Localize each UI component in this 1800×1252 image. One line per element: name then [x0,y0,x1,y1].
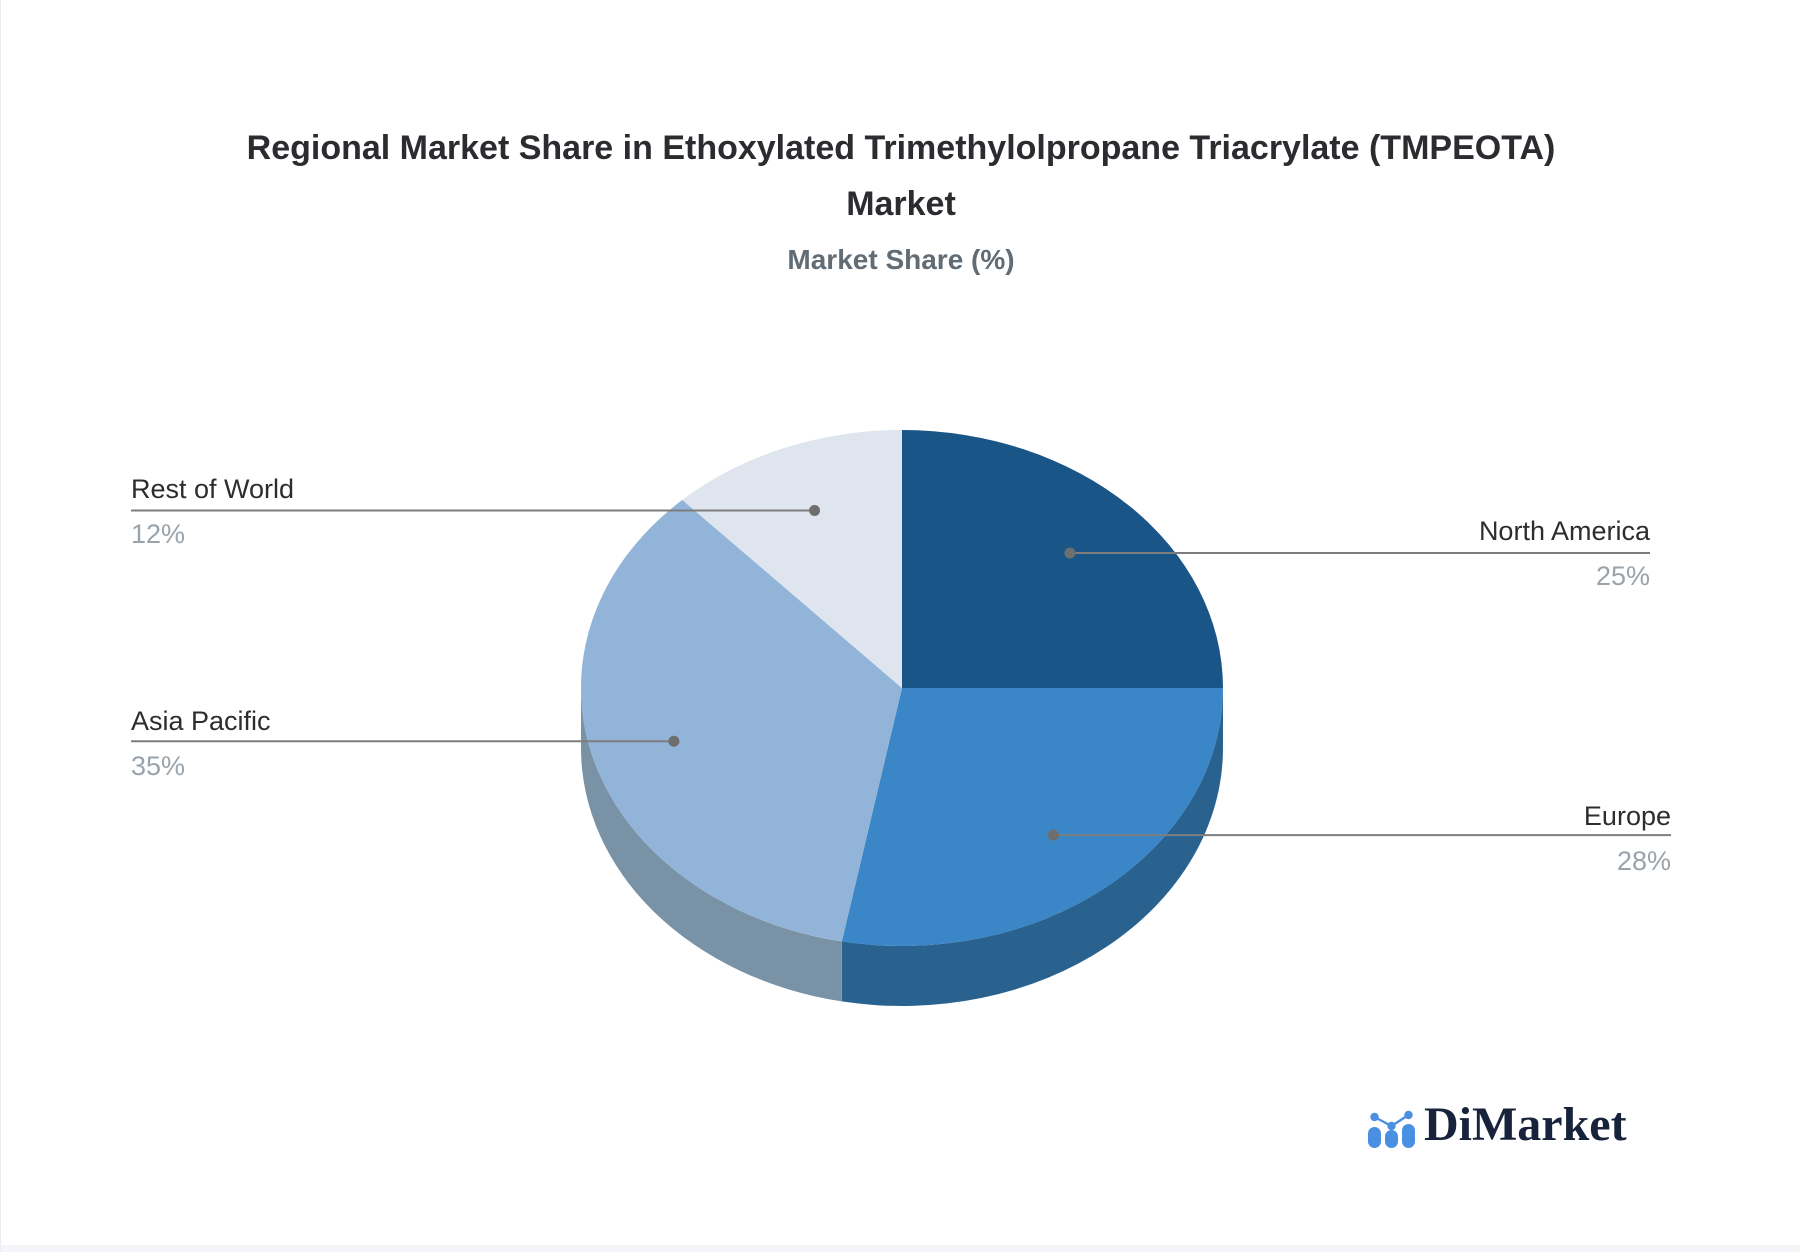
chart-title-line1: Regional Market Share in Ethoxylated Tri… [246,129,1556,167]
pie-label-value: 25% [1595,561,1650,591]
pie-label-value: 35% [131,751,186,781]
pie-label-north-america: North America 25% [1479,515,1650,593]
leader-dot-north-america [1064,547,1076,559]
brand-logo: DiMarket [1368,1096,1627,1152]
pie-slice-rest-of-world[interactable] [682,430,902,688]
pie-label-name: Asia Pacific [131,706,271,736]
chart-subtitle: Market Share (%) [787,244,1015,275]
leader-dot-europe [1047,829,1059,841]
brand-name: DiMarket [1424,1098,1627,1151]
chart-title-line2: Market [846,185,956,223]
pie-slice-europe[interactable] [841,688,1223,946]
pie-label-name: Europe [1583,801,1671,831]
pie-label-value: 28% [1616,846,1671,876]
pie-label-value: 12% [131,519,186,549]
pie-label-name: Rest of World [131,474,295,504]
bottom-strip [1,1245,1800,1252]
pie-slice-side-asia-pacific [581,688,842,1002]
pie-slice-asia-pacific[interactable] [581,499,902,942]
pie-label-name: North America [1478,516,1650,546]
leader-dot-rest-of-world [809,504,821,516]
pie-label-rest-of-world: Rest of World 12% [131,473,294,551]
pie-label-asia-pacific: Asia Pacific 35% [131,705,271,783]
pie-label-europe: Europe 28% [1584,800,1671,878]
leader-dot-asia-pacific [668,735,680,747]
pie-slice-side-europe [841,688,1223,1006]
title-block: Regional Market Share in Ethoxylated Tri… [1,120,1800,280]
pie-slice-north-america[interactable] [902,430,1223,688]
bar-chart-logo-icon [1368,1110,1415,1148]
